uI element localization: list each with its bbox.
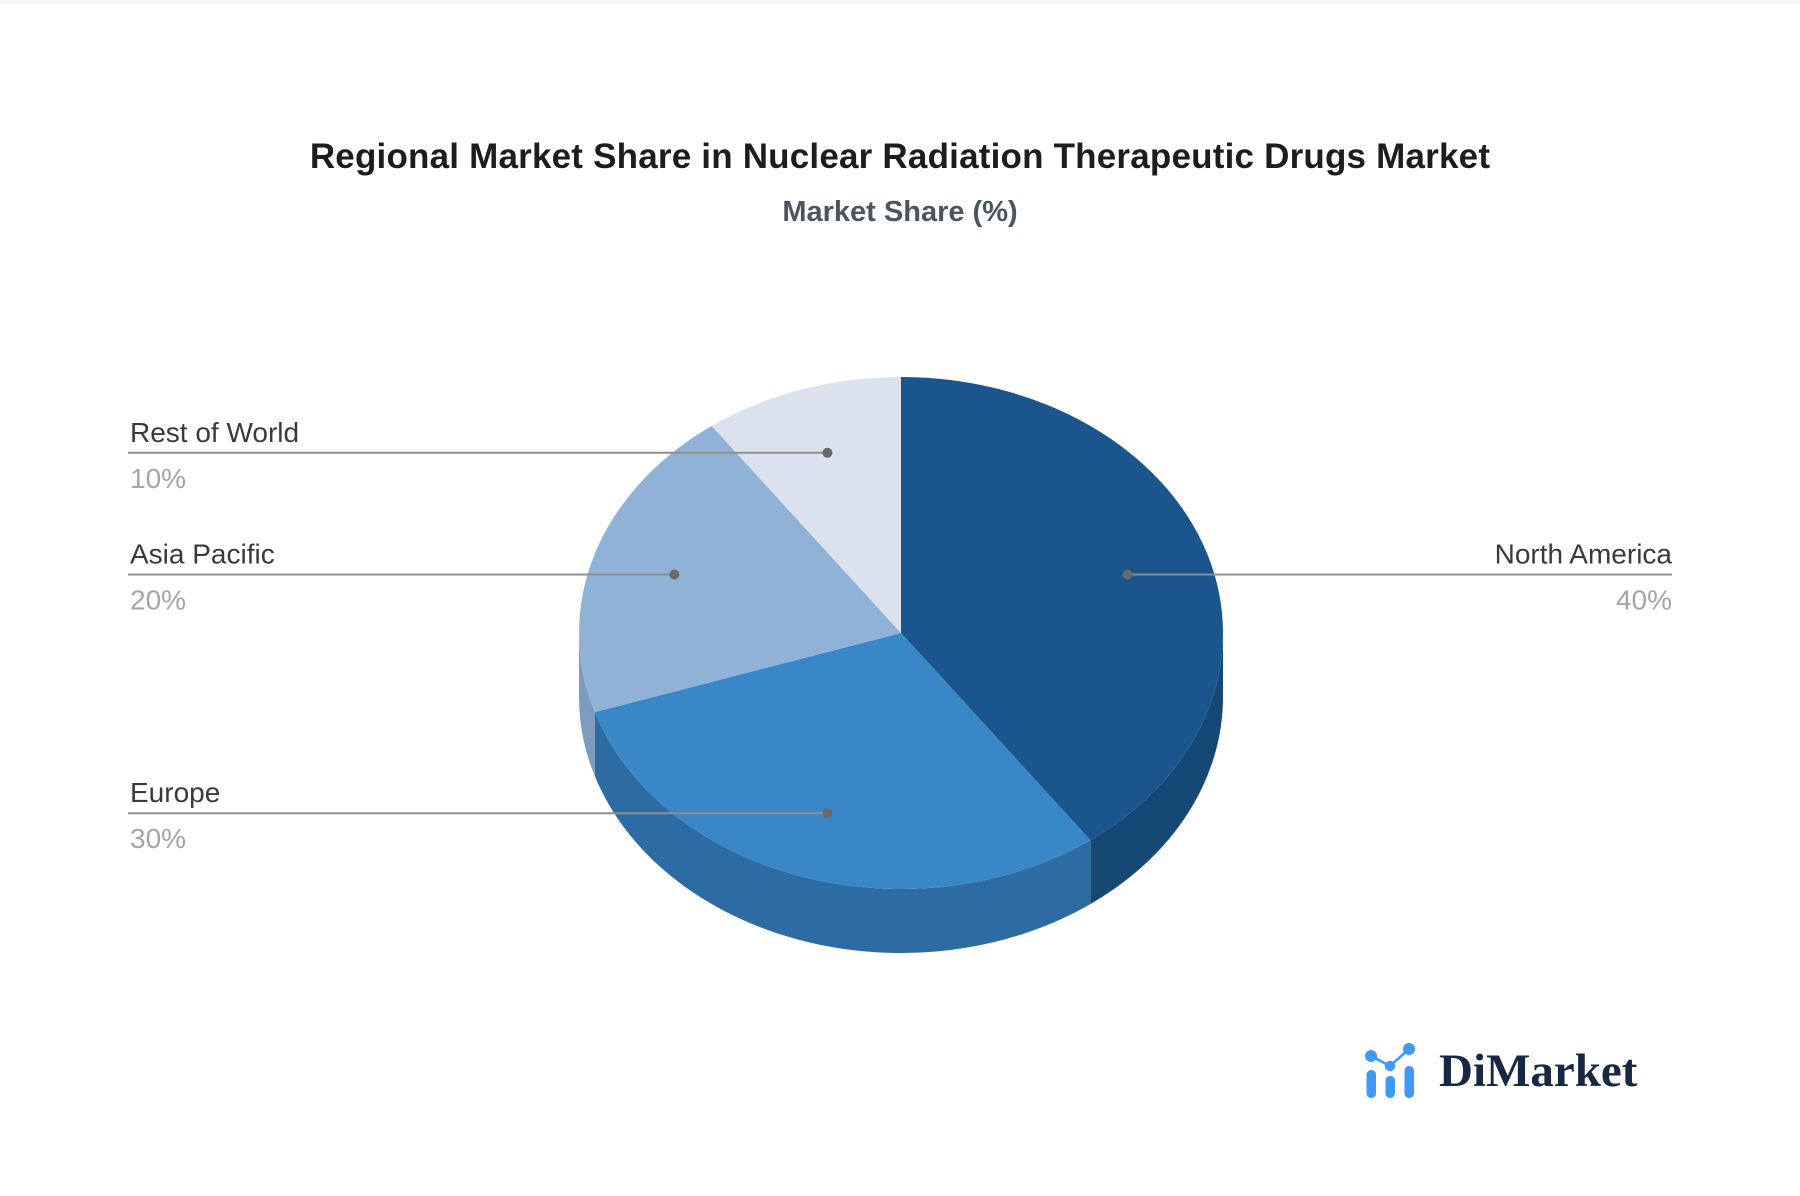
slice-value-europe: 30%	[130, 823, 186, 854]
pie-slice-asia-pacific[interactable]	[579, 425, 901, 713]
slice-value-rest-of-world: 10%	[130, 463, 186, 494]
top-strip	[0, 0, 1800, 4]
slice-label-north-america: North America	[1495, 539, 1673, 570]
slice-label-europe: Europe	[130, 777, 220, 808]
chart-subtitle: Market Share (%)	[782, 196, 1018, 228]
callout-dot-rest-of-world	[822, 447, 833, 458]
chart-title: Regional Market Share in Nuclear Radiati…	[309, 137, 1491, 176]
pie-slice-north-america[interactable]	[901, 377, 1224, 841]
callout-dot-asia-pacific	[669, 569, 680, 580]
brand-logo-text: DiMarket	[1439, 1044, 1638, 1097]
slice-label-asia-pacific: Asia Pacific	[130, 539, 275, 570]
bar-chart-logo-icon	[1365, 1043, 1415, 1098]
callout-dot-europe	[822, 808, 833, 819]
pie-slice-side-north-america	[1090, 633, 1223, 905]
pie-slice-side-europe	[594, 712, 1091, 953]
pie-slice-rest-of-world[interactable]	[711, 376, 901, 633]
callout-dot-north-america	[1122, 569, 1133, 580]
slice-value-asia-pacific: 20%	[130, 585, 186, 616]
pie-slice-side-asia-pacific	[579, 633, 595, 777]
brand-logo: DiMarket	[1363, 1040, 1637, 1102]
slice-label-rest-of-world: Rest of World	[130, 417, 299, 448]
pie-slice-europe[interactable]	[594, 633, 1091, 889]
slice-value-north-america: 40%	[1616, 585, 1672, 616]
